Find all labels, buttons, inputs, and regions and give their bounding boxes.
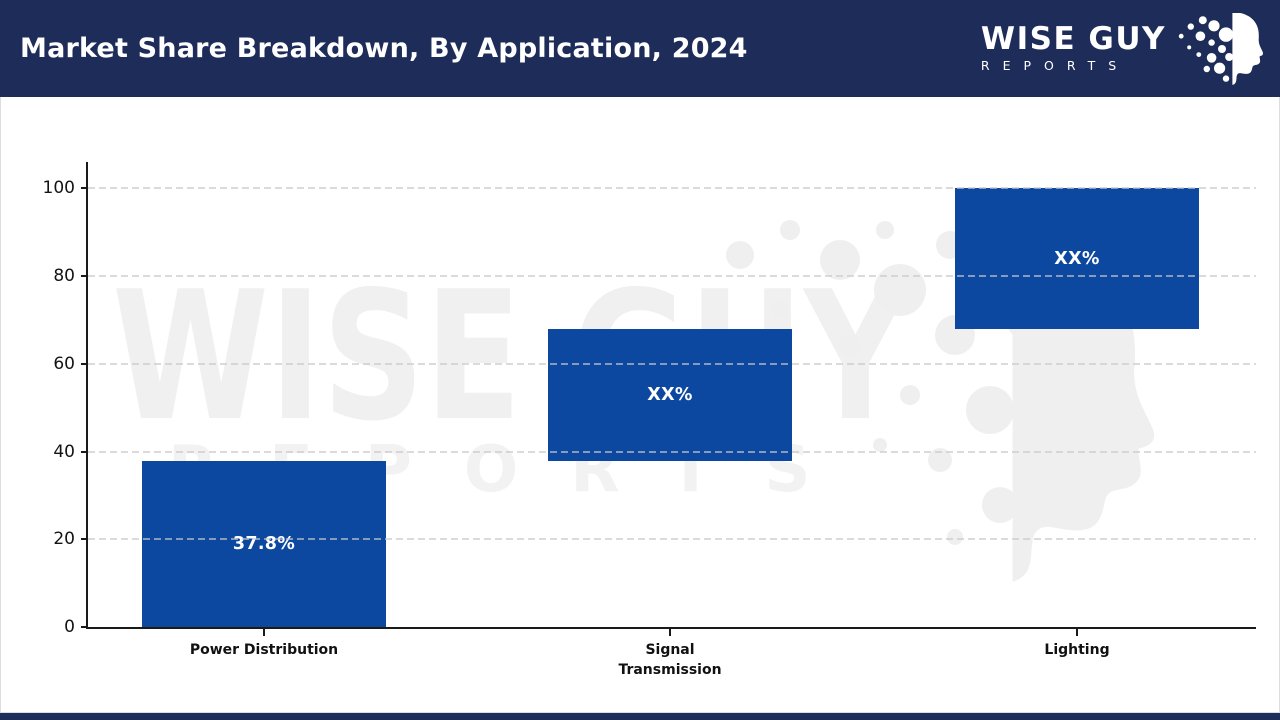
bar-value-label-signal-transmission: XX%	[647, 384, 693, 405]
y-axis-label: 0	[64, 617, 75, 637]
logo-text: WISE GUY REPORTS	[981, 24, 1166, 73]
logo-subtitle: REPORTS	[980, 58, 1130, 74]
logo-head-icon	[1178, 12, 1264, 85]
y-axis-label: 80	[53, 266, 75, 287]
y-axis-label: 100	[42, 178, 75, 199]
wiseguy-logo: WISE GUY REPORTS	[981, 12, 1266, 86]
x-axis-line	[86, 627, 1256, 629]
y-axis-label: 20	[53, 529, 75, 550]
chart-title: Market Share Breakdown, By Application, …	[20, 33, 748, 64]
y-tick-mark	[81, 275, 88, 278]
gridline-20	[88, 538, 1256, 541]
x-tick-mark	[669, 629, 671, 636]
y-tick-mark	[81, 626, 88, 628]
footer-bar	[0, 713, 1280, 720]
y-tick-mark	[81, 187, 88, 190]
bar-power-distribution: 37.8%	[142, 461, 386, 627]
y-axis-line	[86, 162, 88, 629]
x-tick-mark	[1076, 629, 1078, 636]
gridline-60	[88, 362, 1256, 365]
y-tick-mark	[81, 538, 88, 541]
x-axis-label-line: Power Distribution	[189, 642, 339, 658]
gridline-100	[88, 187, 1256, 190]
bar-signal-transmission: XX%	[548, 328, 792, 462]
logo-wordmark: WISE GUY	[980, 21, 1166, 58]
y-axis-label: 40	[53, 441, 75, 462]
x-axis-label-lighting: Lighting	[937, 640, 1217, 660]
header-bar: Market Share Breakdown, By Application, …	[0, 0, 1280, 97]
x-axis-label-line: Lighting	[1044, 642, 1110, 658]
x-axis-label-signal-transmission: Signal Transmission	[530, 640, 810, 680]
bar-value-label-power-distribution: 37.8%	[232, 534, 296, 555]
x-axis-label-power-distribution: Power Distribution	[124, 640, 404, 660]
bar-lighting: XX%	[955, 188, 1199, 329]
x-tick-mark	[263, 629, 265, 636]
gridline-40	[88, 450, 1256, 453]
bar-value-label-lighting: XX%	[1054, 248, 1100, 269]
y-tick-mark	[81, 362, 88, 365]
x-axis-label-line: Signal	[645, 642, 695, 658]
x-axis-label-line: Transmission	[618, 662, 722, 678]
y-tick-mark	[81, 450, 88, 453]
gridline-80	[88, 275, 1256, 278]
y-axis-label: 60	[53, 353, 75, 374]
